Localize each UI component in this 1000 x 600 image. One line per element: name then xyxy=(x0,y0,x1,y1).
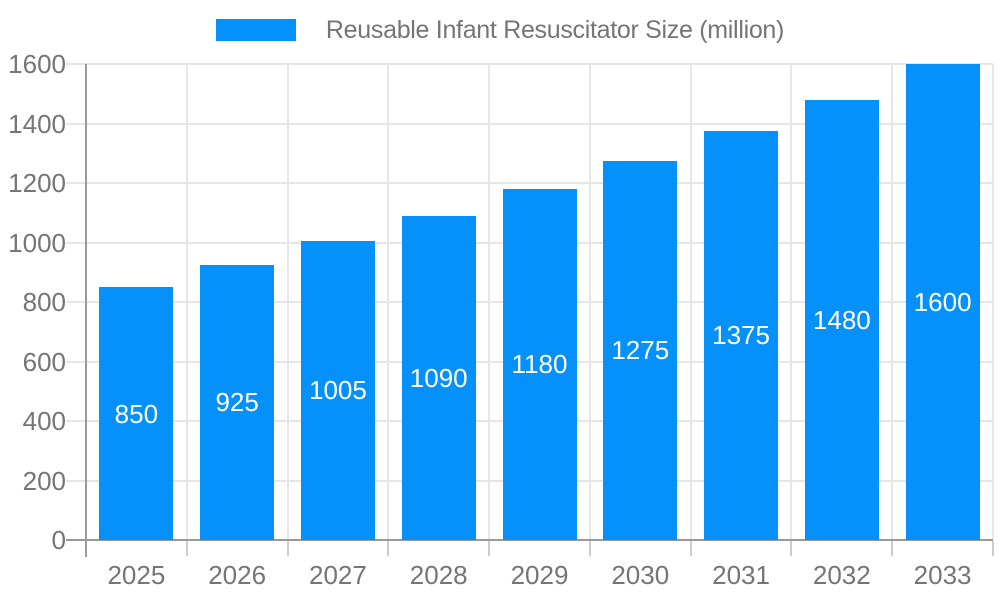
bar-2033: 1600 xyxy=(905,64,980,540)
v-gridline xyxy=(689,64,692,540)
v-gridline xyxy=(185,64,188,540)
x-axis-tick xyxy=(891,541,894,556)
y-axis-tick-label: 1000 xyxy=(8,227,66,258)
x-axis-tick-label: 2025 xyxy=(107,560,166,590)
x-axis-tick xyxy=(790,541,793,556)
y-axis-tick-label: 600 xyxy=(22,346,66,377)
x-axis-tick xyxy=(689,541,692,556)
h-gridline xyxy=(66,63,993,65)
x-axis-tick-label: 2033 xyxy=(913,560,972,590)
y-axis-tick-label: 200 xyxy=(22,465,66,496)
x-axis-tick-label: 2028 xyxy=(409,560,468,590)
bar-2029: 1180 xyxy=(502,188,577,540)
y-axis-tick-label: 400 xyxy=(22,406,66,436)
bar-2030: 1275 xyxy=(603,160,678,540)
x-axis-tick xyxy=(185,541,188,556)
v-gridline xyxy=(387,64,390,540)
bar-2032: 1480 xyxy=(804,99,879,540)
bar-value-label: 850 xyxy=(114,398,159,429)
x-axis-tick xyxy=(588,541,591,556)
v-gridline xyxy=(588,64,591,540)
x-axis-tick xyxy=(286,541,289,556)
x-axis-tick-label: 2031 xyxy=(712,560,770,590)
x-axis-tick xyxy=(387,541,390,556)
bar-value-label: 1375 xyxy=(712,320,770,351)
y-axis-line xyxy=(85,64,87,557)
v-gridline xyxy=(891,64,894,540)
bar-2031: 1375 xyxy=(704,130,779,540)
legend-swatch xyxy=(215,19,296,41)
bar-value-label: 1480 xyxy=(812,304,871,335)
legend-label: Reusable Infant Resuscitator Size (milli… xyxy=(325,15,785,44)
bar-value-label: 1090 xyxy=(409,362,468,393)
v-gridline xyxy=(790,64,793,540)
y-axis-tick-label: 1600 xyxy=(8,49,66,79)
x-axis-line xyxy=(66,539,993,541)
x-axis-tick-label: 2029 xyxy=(510,560,569,590)
y-axis-tick-label: 800 xyxy=(22,287,66,317)
v-gridline xyxy=(488,64,491,540)
v-gridline xyxy=(992,64,994,540)
y-axis-tick-label: 0 xyxy=(51,525,66,555)
x-axis-tick xyxy=(488,541,491,556)
bar-value-label: 1005 xyxy=(309,375,367,406)
bar-2025: 850 xyxy=(99,287,174,540)
bar-2026: 925 xyxy=(200,264,275,540)
h-gridline xyxy=(66,182,993,184)
x-axis-tick-label: 2026 xyxy=(208,560,267,590)
x-axis-tick xyxy=(992,541,994,556)
bar-2027: 1005 xyxy=(300,241,375,540)
x-axis-tick-label: 2027 xyxy=(309,560,367,590)
v-gridline xyxy=(286,64,289,540)
y-axis-tick-label: 1200 xyxy=(8,168,66,198)
y-axis-tick-label: 1400 xyxy=(8,108,66,139)
x-axis-tick-label: 2032 xyxy=(812,560,871,590)
h-gridline xyxy=(66,122,993,125)
bar-2028: 1090 xyxy=(401,215,476,540)
x-axis-tick-label: 2030 xyxy=(611,560,670,590)
bar-value-label: 1275 xyxy=(611,335,670,366)
bar-value-label: 1180 xyxy=(511,349,568,380)
bar-value-label: 925 xyxy=(215,387,259,418)
chart-legend[interactable]: Reusable Infant Resuscitator Size (milli… xyxy=(0,14,1000,46)
bar-value-label: 1600 xyxy=(913,287,972,317)
